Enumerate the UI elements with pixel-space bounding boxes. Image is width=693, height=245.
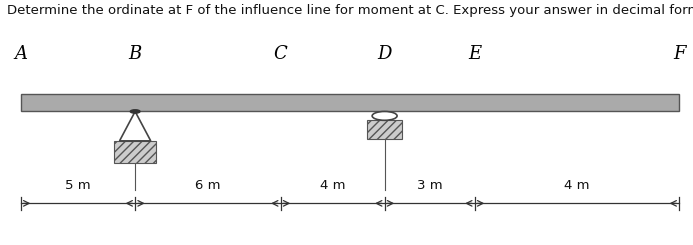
Text: D: D bbox=[378, 45, 392, 63]
Text: F: F bbox=[673, 45, 685, 63]
Text: Determine the ordinate at F of the influence line for moment at C. Express your : Determine the ordinate at F of the influ… bbox=[7, 4, 693, 17]
Text: 6 m: 6 m bbox=[195, 179, 220, 192]
Text: B: B bbox=[128, 45, 142, 63]
Text: A: A bbox=[15, 45, 27, 63]
Bar bbox=[114, 141, 156, 163]
FancyBboxPatch shape bbox=[21, 94, 679, 111]
Bar bbox=[367, 120, 402, 139]
Bar bbox=[114, 141, 156, 163]
Text: 4 m: 4 m bbox=[564, 179, 590, 192]
Bar bbox=[367, 120, 402, 139]
Text: C: C bbox=[274, 45, 288, 63]
Circle shape bbox=[130, 110, 140, 113]
Text: 3 m: 3 m bbox=[417, 179, 442, 192]
Circle shape bbox=[372, 111, 397, 120]
Polygon shape bbox=[120, 111, 151, 141]
Text: 4 m: 4 m bbox=[320, 179, 345, 192]
Text: E: E bbox=[468, 45, 481, 63]
Text: 5 m: 5 m bbox=[65, 179, 91, 192]
